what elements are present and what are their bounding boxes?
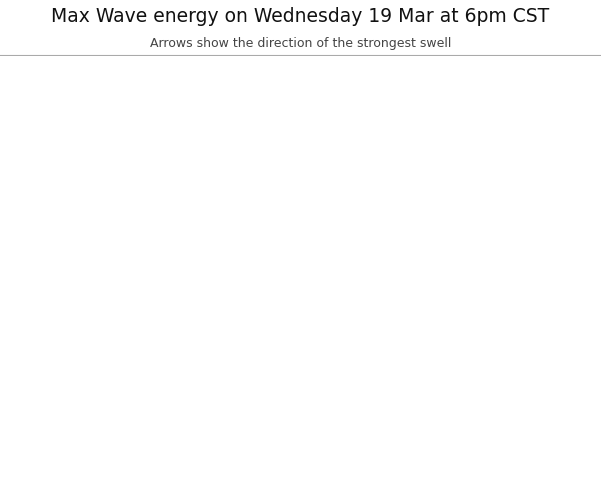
Text: Max Wave energy on Wednesday 19 Mar at 6pm CST: Max Wave energy on Wednesday 19 Mar at 6… — [51, 7, 550, 26]
Text: Arrows show the direction of the strongest swell: Arrows show the direction of the stronge… — [150, 37, 451, 50]
